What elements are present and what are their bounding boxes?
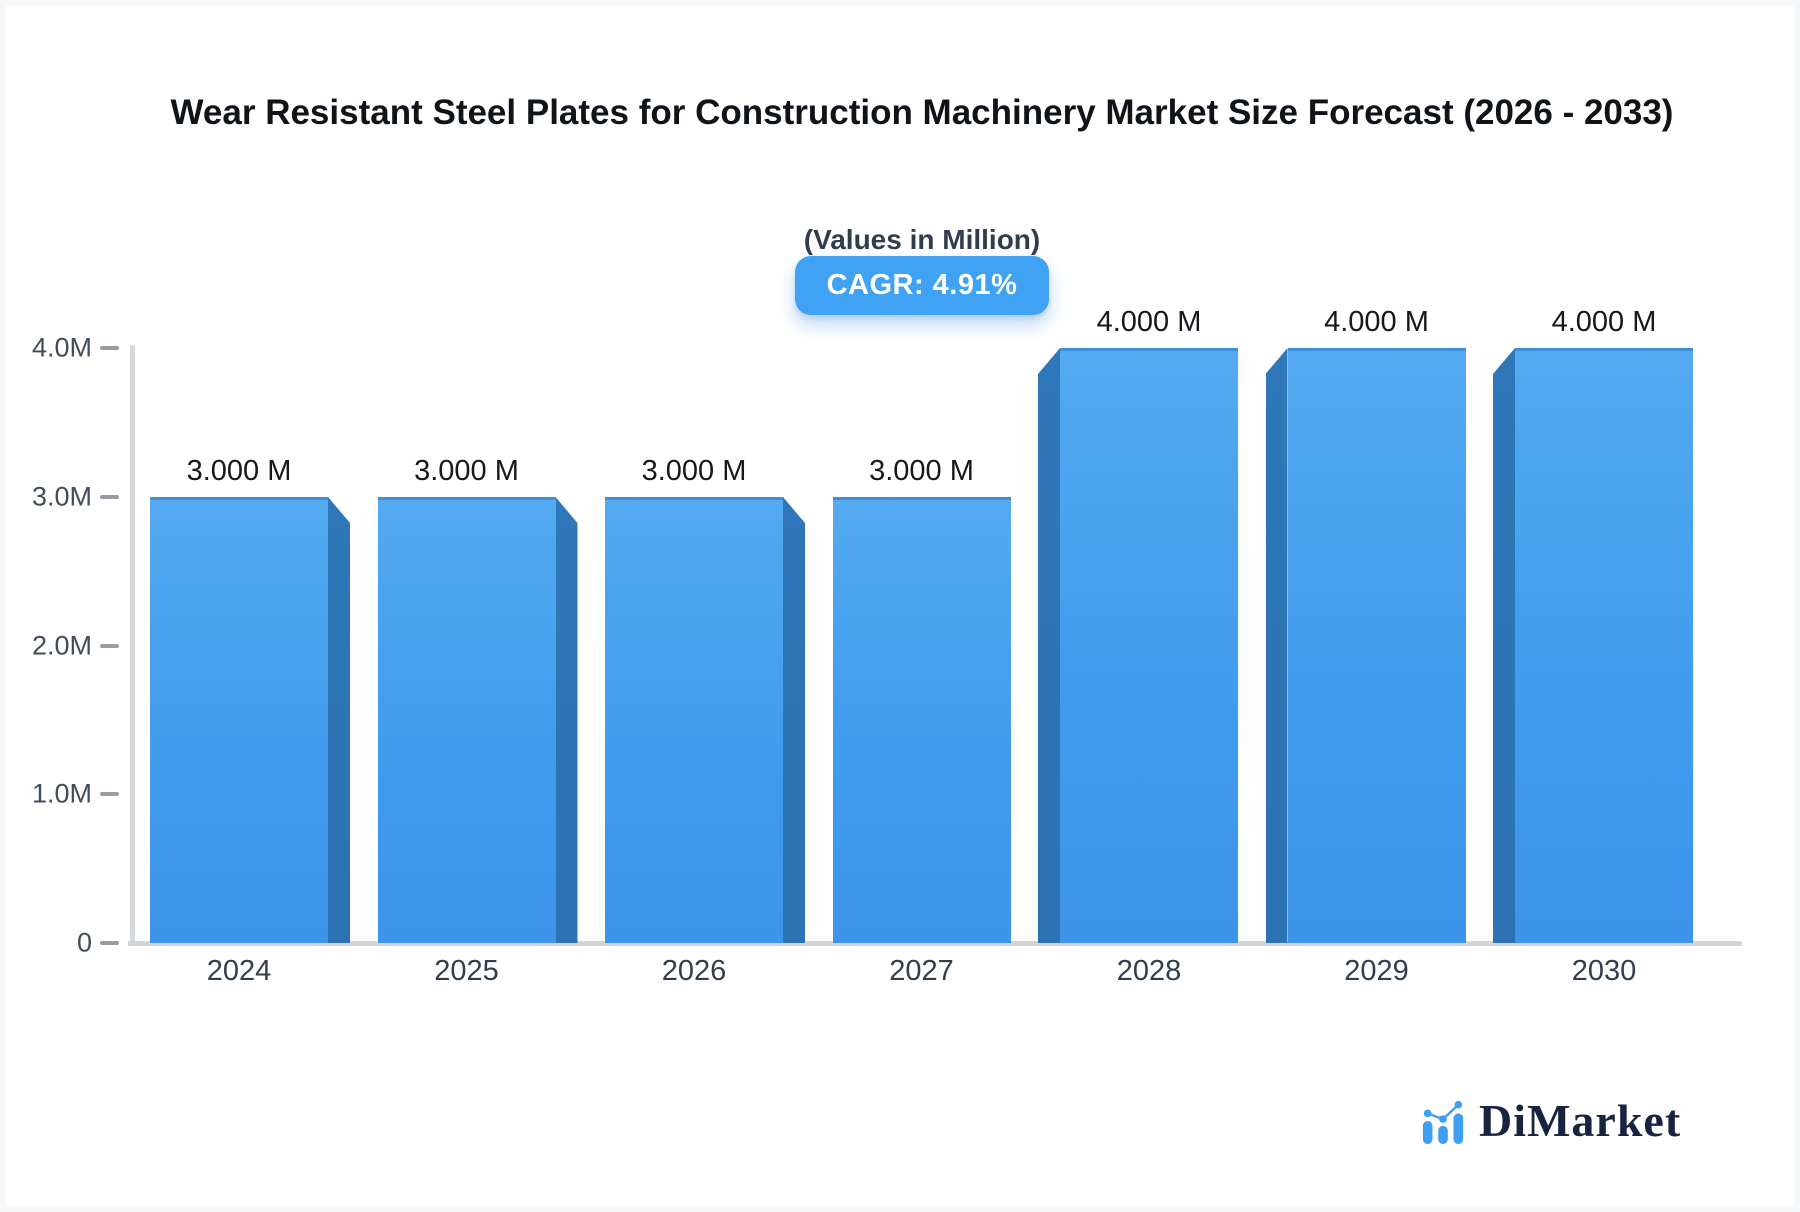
x-axis-label-2026: 2026: [661, 955, 727, 987]
bar-3d-side-2030: [1493, 348, 1515, 943]
bar-3d-side-2029: [1265, 348, 1288, 943]
x-axis-line: [128, 941, 1742, 946]
bar-3d-side-2026: [783, 497, 805, 943]
x-axis-label-2029: 2029: [1344, 955, 1409, 987]
bar-value-label-2028: 4.000 M: [1096, 306, 1202, 338]
bar-2025[interactable]: [377, 497, 556, 943]
bar-3d-side-2024: [328, 497, 350, 943]
bar-value-label-2030: 4.000 M: [1551, 306, 1657, 338]
x-axis-label-2028: 2028: [1116, 955, 1182, 987]
y-axis-tick-mark: [100, 792, 119, 797]
x-axis-label-2024: 2024: [206, 955, 272, 987]
brand-logo: DiMarket: [1420, 1098, 1681, 1144]
bar-value-label-2024: 3.000 M: [186, 455, 292, 487]
bar-2028[interactable]: [1060, 348, 1238, 943]
bar-value-label-2027: 3.000 M: [869, 455, 974, 487]
x-axis-label-2030: 2030: [1571, 955, 1637, 987]
bar-2029[interactable]: [1287, 348, 1466, 943]
y-axis-tick-label: 1.0M: [31, 778, 92, 809]
y-axis-line: [130, 345, 135, 943]
y-axis-tick-mark: [100, 643, 119, 648]
x-axis-label-2025: 2025: [434, 955, 499, 987]
y-axis-tick-label: 4.0M: [31, 332, 92, 363]
y-axis-tick-mark: [100, 494, 119, 499]
y-axis-tick-label: 2.0M: [31, 630, 92, 660]
cagr-badge: CAGR: 4.91%: [794, 256, 1050, 315]
bar-value-label-2029: 4.000 M: [1324, 306, 1429, 338]
x-axis-label-2027: 2027: [889, 955, 954, 987]
bar-3d-side-2028: [1038, 348, 1060, 943]
bar-2030[interactable]: [1515, 348, 1693, 943]
bar-value-label-2025: 3.000 M: [414, 455, 519, 487]
bar-value-label-2026: 3.000 M: [641, 455, 747, 487]
brand-name: DiMarket: [1479, 1095, 1682, 1146]
bar-2026[interactable]: [605, 497, 783, 943]
y-axis-tick-label: 0: [76, 927, 92, 958]
y-axis-tick-label: 3.0M: [31, 481, 92, 512]
bar-2024[interactable]: [150, 497, 328, 943]
y-axis-tick-mark: [100, 941, 119, 945]
chart-title: Wear Resistant Steel Plates for Construc…: [170, 93, 1674, 132]
dimarket-logo-icon: [1422, 1100, 1464, 1144]
chart-subtitle: (Values in Million): [803, 224, 1041, 255]
bar-2027[interactable]: [832, 497, 1011, 943]
cagr-badge-row: CAGR: 4.91%: [44, 256, 1800, 315]
bar-3d-side-2025: [555, 497, 578, 943]
y-axis-tick-mark: [100, 346, 119, 350]
